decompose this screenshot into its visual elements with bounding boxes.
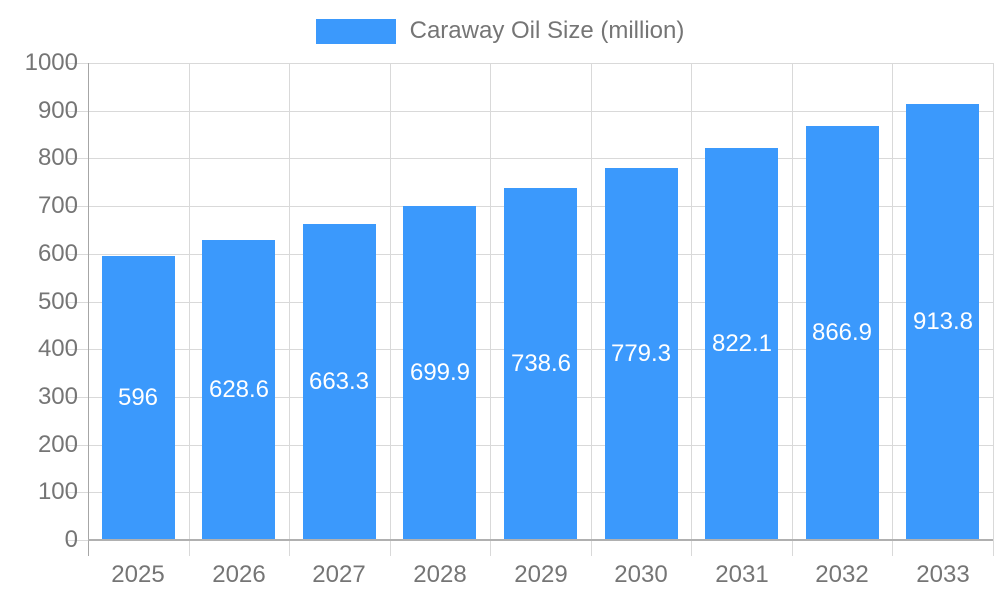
x-gridline (189, 63, 190, 556)
legend-label: Caraway Oil Size (million) (409, 17, 685, 44)
y-axis-label: 400 (37, 335, 78, 362)
bar-2029[interactable] (504, 188, 577, 540)
bar-2025[interactable] (102, 256, 175, 540)
x-gridline (591, 63, 592, 556)
y-gridline (68, 158, 993, 159)
x-axis-label: 2032 (815, 561, 869, 588)
y-gridline (68, 63, 993, 64)
y-gridline (68, 111, 993, 112)
x-axis-label: 2030 (614, 561, 668, 588)
x-axis-label: 2027 (312, 561, 366, 588)
bar-2028[interactable] (403, 206, 476, 540)
bar-2033[interactable] (906, 104, 979, 540)
bar-2027[interactable] (303, 224, 376, 540)
y-axis-label: 600 (37, 240, 78, 267)
y-axis-label: 500 (37, 288, 78, 315)
x-axis-label: 2031 (715, 561, 769, 588)
x-gridline (289, 63, 290, 556)
y-axis-line (88, 63, 89, 556)
x-gridline (993, 63, 994, 556)
bar-2032[interactable] (806, 126, 879, 540)
x-axis-label: 2029 (514, 561, 568, 588)
x-axis-label: 2026 (212, 561, 266, 588)
x-axis-label: 2025 (111, 561, 165, 588)
legend-swatch (315, 18, 396, 44)
y-axis-label: 300 (37, 383, 78, 410)
y-axis-label: 0 (64, 526, 78, 553)
bar-2031[interactable] (705, 148, 778, 540)
x-gridline (490, 63, 491, 556)
x-gridline (892, 63, 893, 556)
bar-2026[interactable] (202, 240, 275, 540)
y-axis-label: 800 (37, 144, 78, 171)
y-axis-label: 100 (37, 478, 78, 505)
bar-2030[interactable] (605, 168, 678, 540)
x-gridline (792, 63, 793, 556)
x-axis-label: 2033 (916, 561, 970, 588)
x-axis-baseline (88, 539, 993, 541)
y-axis-label: 900 (37, 97, 78, 124)
legend[interactable]: Caraway Oil Size (million) (0, 17, 1000, 45)
y-axis-label: 1000 (24, 49, 78, 76)
x-axis-label: 2028 (413, 561, 467, 588)
y-axis-label: 200 (37, 431, 78, 458)
x-gridline (390, 63, 391, 556)
x-gridline (691, 63, 692, 556)
y-axis-label: 700 (37, 192, 78, 219)
